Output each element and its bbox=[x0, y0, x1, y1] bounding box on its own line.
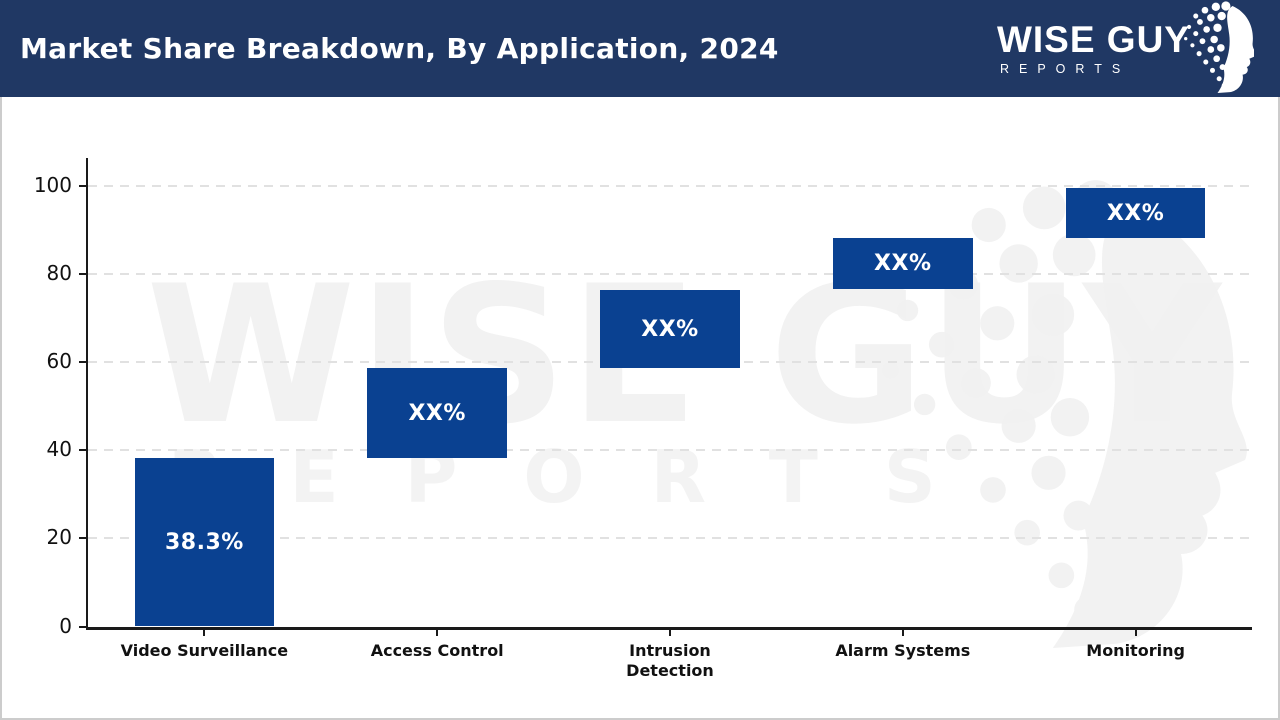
x-tick-access-control bbox=[436, 627, 439, 636]
y-tick-label-0: 0 bbox=[59, 613, 72, 638]
y-tick-80 bbox=[79, 273, 87, 276]
gridline-80 bbox=[88, 273, 1252, 276]
logo-wordmark: WISE GUY REPORTS bbox=[997, 21, 1190, 76]
x-category-label-alarm-systems: Alarm Systems bbox=[835, 640, 971, 660]
bar-video-surveillance: 38.3% bbox=[134, 457, 275, 627]
y-tick-0 bbox=[79, 625, 87, 628]
bar-monitoring: XX% bbox=[1065, 188, 1206, 238]
gridline-40 bbox=[88, 449, 1252, 452]
bar-access-control: XX% bbox=[367, 368, 508, 458]
x-category-label-video-surveillance: Video Surveillance bbox=[120, 640, 289, 660]
bar-value-label-alarm-systems: XX% bbox=[874, 251, 932, 277]
x-category-label-access-control: Access Control bbox=[370, 640, 504, 660]
y-tick-60 bbox=[79, 361, 87, 364]
x-category-label-monitoring: Monitoring bbox=[1086, 640, 1185, 660]
x-tick-monitoring bbox=[1134, 627, 1137, 636]
logo-head-icon bbox=[1184, 0, 1254, 93]
gridline-20 bbox=[88, 537, 1252, 540]
x-axis-line bbox=[86, 626, 1252, 630]
y-tick-label-40: 40 bbox=[46, 437, 72, 462]
y-tick-label-100: 100 bbox=[33, 173, 72, 197]
bar-value-label-monitoring: XX% bbox=[1106, 200, 1165, 226]
page-title: Market Share Breakdown, By Application, … bbox=[20, 32, 779, 65]
x-tick-alarm-systems bbox=[901, 627, 904, 636]
y-axis-line bbox=[86, 158, 88, 629]
bar-intrusion-detection: XX% bbox=[600, 289, 740, 369]
bar-value-label-intrusion-detection: XX% bbox=[641, 316, 699, 342]
bar-value-label-video-surveillance: 38.3% bbox=[164, 529, 244, 555]
x-category-label-intrusion-detection: Intrusion Detection bbox=[626, 640, 714, 681]
x-tick-video-surveillance bbox=[203, 627, 206, 636]
y-tick-label-60: 60 bbox=[46, 349, 72, 374]
bar-alarm-systems: XX% bbox=[832, 237, 973, 290]
y-tick-100 bbox=[79, 185, 87, 187]
y-tick-label-80: 80 bbox=[46, 261, 72, 286]
watermark-text-secondary: REPORTS bbox=[168, 435, 1002, 519]
x-tick-intrusion-detection bbox=[669, 627, 671, 636]
y-tick-40 bbox=[79, 449, 87, 452]
bar-value-label-access-control: XX% bbox=[408, 400, 466, 426]
gridline-100 bbox=[88, 185, 1252, 187]
y-tick-20 bbox=[79, 537, 87, 540]
y-tick-label-20: 20 bbox=[46, 525, 72, 550]
header-bar: Market Share Breakdown, By Application, … bbox=[0, 0, 1280, 97]
brand-logo: WISE GUY REPORTS bbox=[997, 0, 1254, 93]
logo-wordmark-line1: WISE GUY bbox=[996, 19, 1190, 60]
logo-wordmark-line2: REPORTS bbox=[999, 62, 1131, 76]
